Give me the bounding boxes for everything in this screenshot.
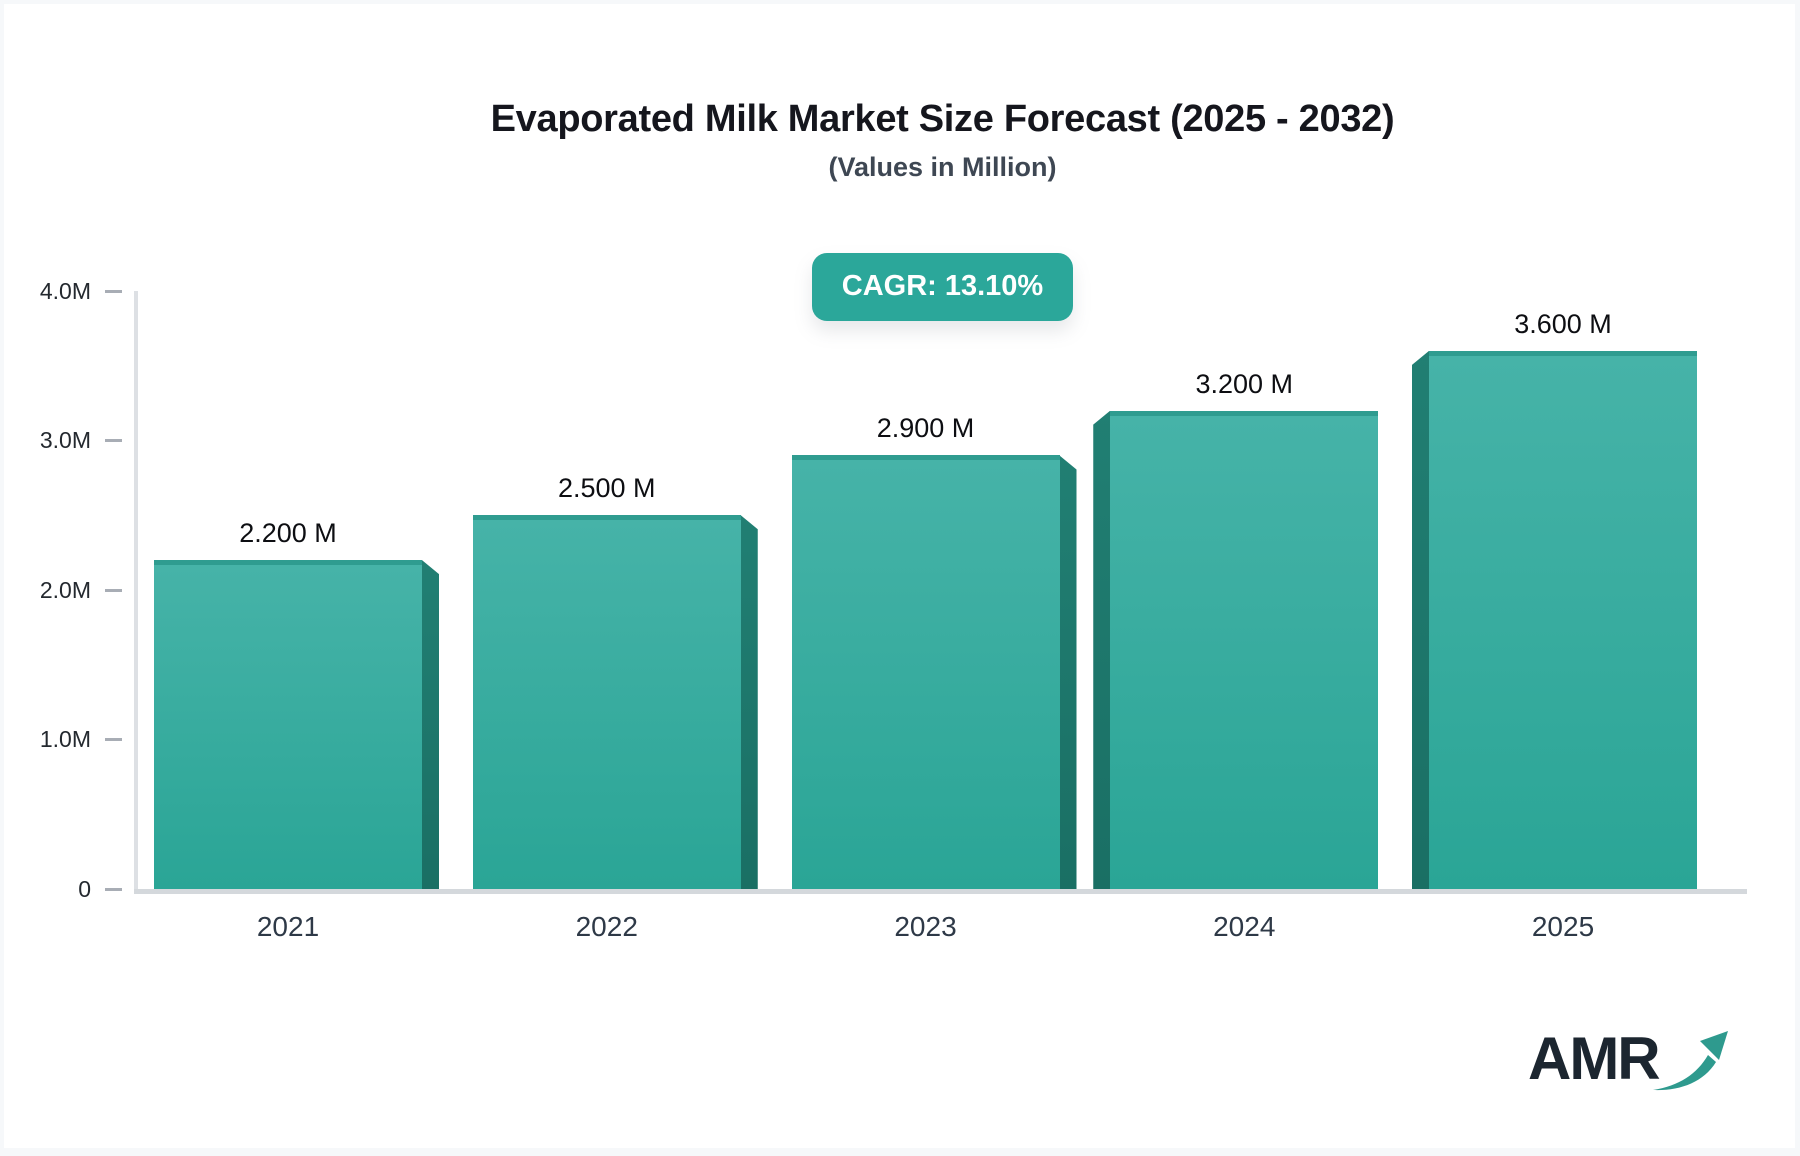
bar-face-2024 bbox=[1110, 410, 1379, 889]
chart-subtitle: (Values in Million) bbox=[828, 152, 1057, 182]
chart-title: Evaporated Milk Market Size Forecast (20… bbox=[490, 98, 1395, 140]
x-axis-label-2024: 2024 bbox=[1213, 911, 1276, 942]
bar-face-2023 bbox=[791, 455, 1060, 889]
bar-value-label-2021: 2.200 M bbox=[239, 518, 337, 549]
y-axis-tick-mark bbox=[105, 588, 122, 592]
bar-2022: 2.500 M bbox=[472, 475, 758, 889]
y-axis-tick-label: 2.0M bbox=[39, 576, 91, 603]
bar-2021: 2.200 M bbox=[154, 520, 439, 889]
x-axis-line bbox=[134, 889, 1747, 894]
y-axis-tick-label: 0 bbox=[78, 875, 91, 902]
y-axis-tick-label: 3.0M bbox=[39, 427, 91, 453]
y-axis-line bbox=[134, 291, 138, 894]
amr-logo-text: AMR bbox=[1528, 1025, 1661, 1092]
chart-plot: 0 1.0M 2.0M 3.0M 4.0M 2.200 M 2021 2.500 M 2022 2… bbox=[40, 279, 1747, 941]
x-axis-label-2022: 2022 bbox=[575, 911, 638, 942]
bar-3d-side-2023 bbox=[1059, 455, 1077, 889]
bar-face-2022 bbox=[472, 515, 741, 889]
amr-logo: AMR bbox=[1528, 1026, 1729, 1098]
growth-arrow-icon bbox=[1652, 1031, 1728, 1091]
y-axis-tick-mark bbox=[105, 289, 122, 293]
bar-2025: 3.600 M bbox=[1412, 310, 1697, 889]
x-axis-label-2025: 2025 bbox=[1531, 911, 1595, 942]
bar-value-label-2022: 2.500 M bbox=[557, 473, 656, 504]
bar-2024: 3.200 M bbox=[1093, 370, 1379, 889]
bar-3d-side-2022 bbox=[740, 515, 758, 889]
bar-value-label-2025: 3.600 M bbox=[1514, 308, 1612, 339]
y-axis-tick-mark bbox=[105, 887, 122, 891]
y-axis-tick: 4.0M bbox=[0, 278, 122, 304]
bar-face-2021 bbox=[154, 560, 422, 889]
bar-value-label-2024: 3.200 M bbox=[1195, 368, 1294, 399]
cagr-badge-row: CAGR: 13.10% bbox=[138, 253, 1747, 321]
x-axis-label-2021: 2021 bbox=[256, 911, 320, 942]
y-axis-tick-mark bbox=[105, 738, 122, 741]
bar-3d-side-2024 bbox=[1093, 410, 1111, 889]
bar-3d-side-2025 bbox=[1412, 350, 1429, 889]
y-axis-tick-label: 1.0M bbox=[39, 726, 91, 752]
cagr-badge: CAGR: 13.10% bbox=[811, 253, 1074, 321]
y-axis-tick: 1.0M bbox=[0, 727, 122, 753]
x-axis-label-2023: 2023 bbox=[894, 911, 957, 942]
y-axis-tick-mark bbox=[105, 439, 122, 442]
bar-value-label-2023: 2.900 M bbox=[876, 413, 975, 444]
y-axis-tick: 3.0M bbox=[0, 428, 122, 454]
y-axis-tick: 2.0M bbox=[0, 577, 122, 603]
y-axis-tick: 0 bbox=[0, 876, 122, 902]
bar-face-2025 bbox=[1429, 350, 1697, 889]
bar-3d-side-2021 bbox=[422, 560, 439, 889]
y-axis-tick-label: 4.0M bbox=[39, 277, 91, 304]
chart-card: Evaporated Milk Market Size Forecast (20… bbox=[4, 4, 1795, 1148]
bar-2023: 2.900 M bbox=[791, 415, 1077, 889]
